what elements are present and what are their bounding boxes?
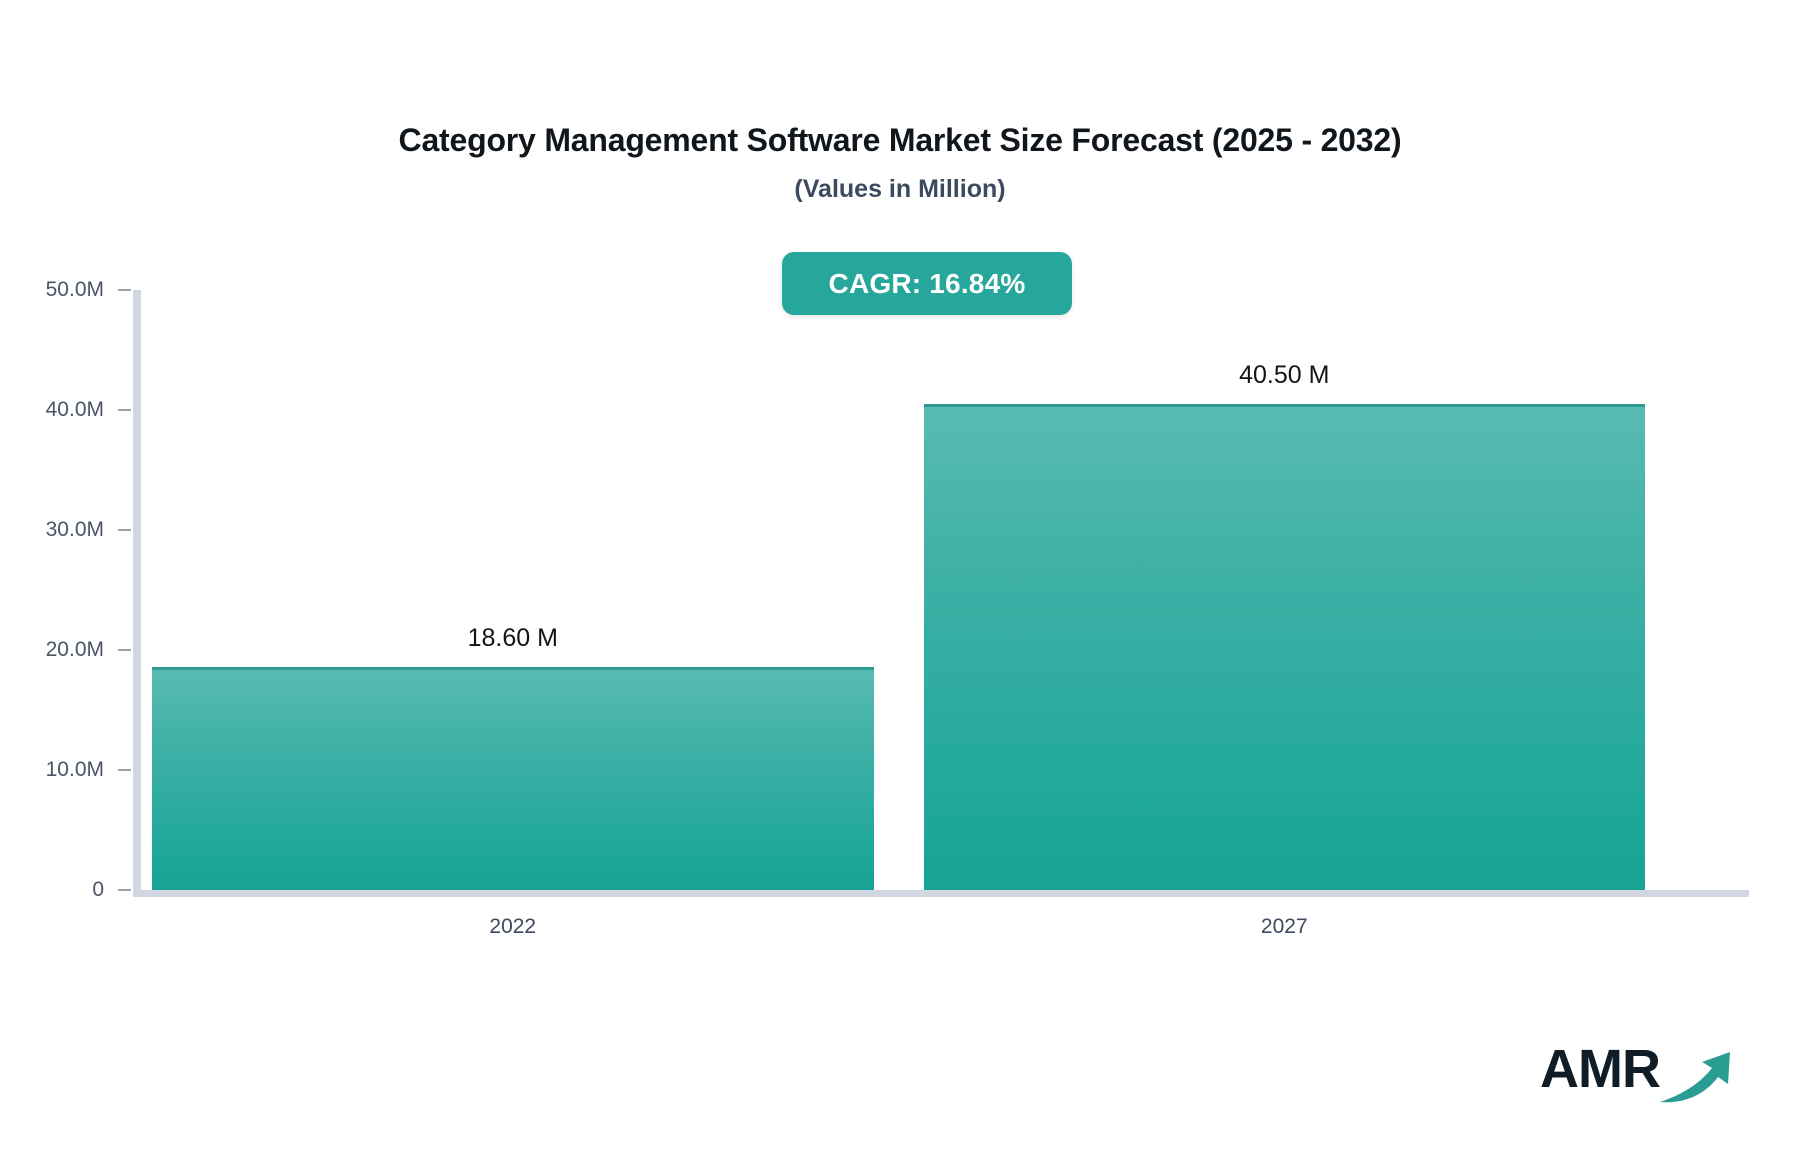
cagr-badge: CAGR: 16.84%: [782, 252, 1072, 315]
x-axis-line: [133, 890, 1749, 897]
y-axis-tick-label: 20.0M: [45, 638, 104, 661]
y-axis-tick: 10.0M: [0, 758, 131, 782]
bar[interactable]: [923, 404, 1645, 890]
y-axis-line: [133, 290, 141, 890]
bar-value-label: 40.50 M: [1239, 361, 1330, 389]
x-axis-tick-label: 2027: [1260, 915, 1308, 938]
y-axis-tick-mark: [118, 889, 131, 891]
page-title: Category Management Software Market Size…: [398, 122, 1402, 158]
y-axis-tick: 40.0M: [0, 398, 131, 422]
amr-logo: AMR: [1540, 1040, 1740, 1112]
y-axis-tick-label: 0: [92, 878, 104, 901]
y-axis-tick-label: 30.0M: [45, 518, 104, 541]
y-axis-tick: 20.0M: [0, 638, 131, 662]
y-axis-tick-mark: [118, 769, 131, 771]
y-axis-tick-label: 40.0M: [45, 398, 104, 421]
y-axis-tick-mark: [118, 409, 131, 411]
bar-value-label: 18.60 M: [467, 623, 558, 652]
cagr-badge-label: CAGR: 16.84%: [828, 267, 1026, 299]
y-axis-tick: 0: [0, 878, 131, 902]
amr-logo-text: AMR: [1540, 1039, 1661, 1099]
y-axis-tick-mark: [118, 649, 131, 651]
y-axis-tick-label: 10.0M: [45, 758, 104, 781]
chart-subtitle: (Values in Million): [794, 175, 1006, 203]
bar[interactable]: [152, 666, 874, 890]
y-axis-tick-label: 50.0M: [45, 278, 104, 301]
x-axis-tick-label: 2022: [489, 915, 537, 938]
y-axis-tick: 30.0M: [0, 518, 131, 542]
y-axis-tick-mark: [118, 289, 131, 291]
y-axis-tick-mark: [118, 529, 131, 531]
growth-arrow-icon: [1660, 1052, 1730, 1103]
y-axis-tick: 50.0M: [0, 278, 131, 302]
